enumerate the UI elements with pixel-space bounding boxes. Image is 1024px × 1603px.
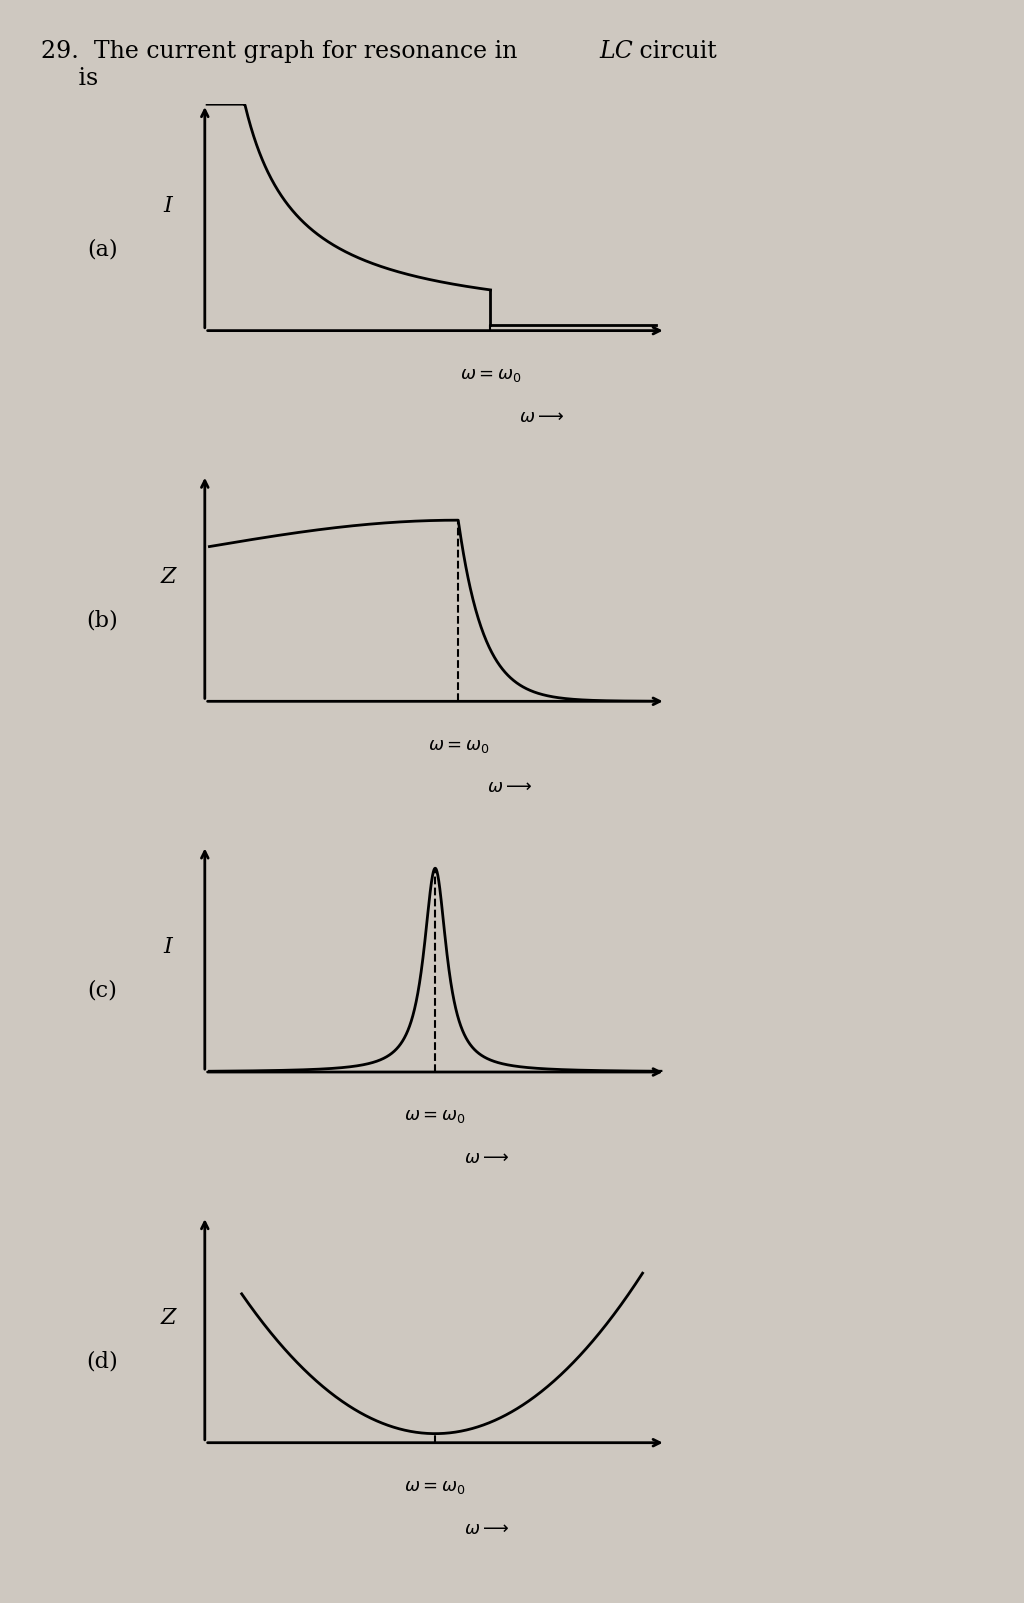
Text: circuit: circuit	[632, 40, 717, 63]
Text: $\omega\longrightarrow$: $\omega\longrightarrow$	[486, 779, 532, 797]
Text: $\omega\longrightarrow$: $\omega\longrightarrow$	[464, 1149, 509, 1167]
Text: Z: Z	[160, 566, 176, 588]
Text: (a): (a)	[87, 239, 118, 260]
Text: I: I	[164, 936, 172, 959]
Text: $\omega = \omega_0$: $\omega = \omega_0$	[404, 1108, 466, 1125]
Text: LC: LC	[599, 40, 633, 63]
Text: $\omega\longrightarrow$: $\omega\longrightarrow$	[464, 1520, 509, 1537]
Text: $\omega\longrightarrow$: $\omega\longrightarrow$	[519, 407, 564, 425]
Text: Z: Z	[160, 1306, 176, 1329]
Text: $\omega = \omega_0$: $\omega = \omega_0$	[404, 1478, 466, 1496]
Text: (d): (d)	[86, 1351, 119, 1372]
Text: I: I	[164, 196, 172, 216]
Text: is: is	[41, 67, 98, 90]
Text: (c): (c)	[87, 979, 118, 1002]
Text: (b): (b)	[86, 609, 119, 632]
Text: $\omega = \omega_0$: $\omega = \omega_0$	[460, 365, 521, 383]
Text: 29.  The current graph for resonance in: 29. The current graph for resonance in	[41, 40, 525, 63]
Text: $\omega = \omega_0$: $\omega = \omega_0$	[427, 737, 489, 755]
